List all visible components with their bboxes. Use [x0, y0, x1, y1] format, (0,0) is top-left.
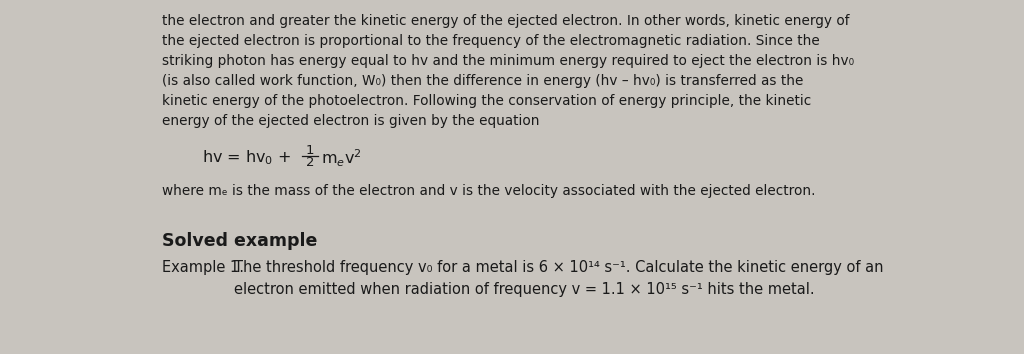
- Text: the ejected electron is proportional to the frequency of the electromagnetic rad: the ejected electron is proportional to …: [162, 34, 819, 48]
- Text: hv = hv$_0$ +: hv = hv$_0$ +: [202, 148, 293, 167]
- Text: 2: 2: [305, 156, 314, 169]
- Text: electron emitted when radiation of frequency v = 1.1 × 10¹⁵ s⁻¹ hits the metal.: electron emitted when radiation of frequ…: [233, 282, 814, 297]
- Text: striking photon has energy equal to hv and the minimum energy required to eject : striking photon has energy equal to hv a…: [162, 54, 854, 68]
- Text: Solved example: Solved example: [162, 232, 317, 250]
- Text: the electron and greater the kinetic energy of the ejected electron. In other wo: the electron and greater the kinetic ene…: [162, 14, 849, 28]
- Text: energy of the ejected electron is given by the equation: energy of the ejected electron is given …: [162, 114, 540, 128]
- Text: kinetic energy of the photoelectron. Following the conservation of energy princi: kinetic energy of the photoelectron. Fol…: [162, 94, 811, 108]
- Text: 1: 1: [305, 144, 314, 157]
- Text: m$_e$v$^2$: m$_e$v$^2$: [321, 148, 361, 170]
- Text: Example 1.: Example 1.: [162, 260, 244, 275]
- Text: where mₑ is the mass of the electron and v is the velocity associated with the e: where mₑ is the mass of the electron and…: [162, 184, 815, 198]
- Text: (is also called work function, W₀) then the difference in energy (hv – hv₀) is t: (is also called work function, W₀) then …: [162, 74, 803, 88]
- Text: The threshold frequency v₀ for a metal is 6 × 10¹⁴ s⁻¹. Calculate the kinetic en: The threshold frequency v₀ for a metal i…: [233, 260, 884, 275]
